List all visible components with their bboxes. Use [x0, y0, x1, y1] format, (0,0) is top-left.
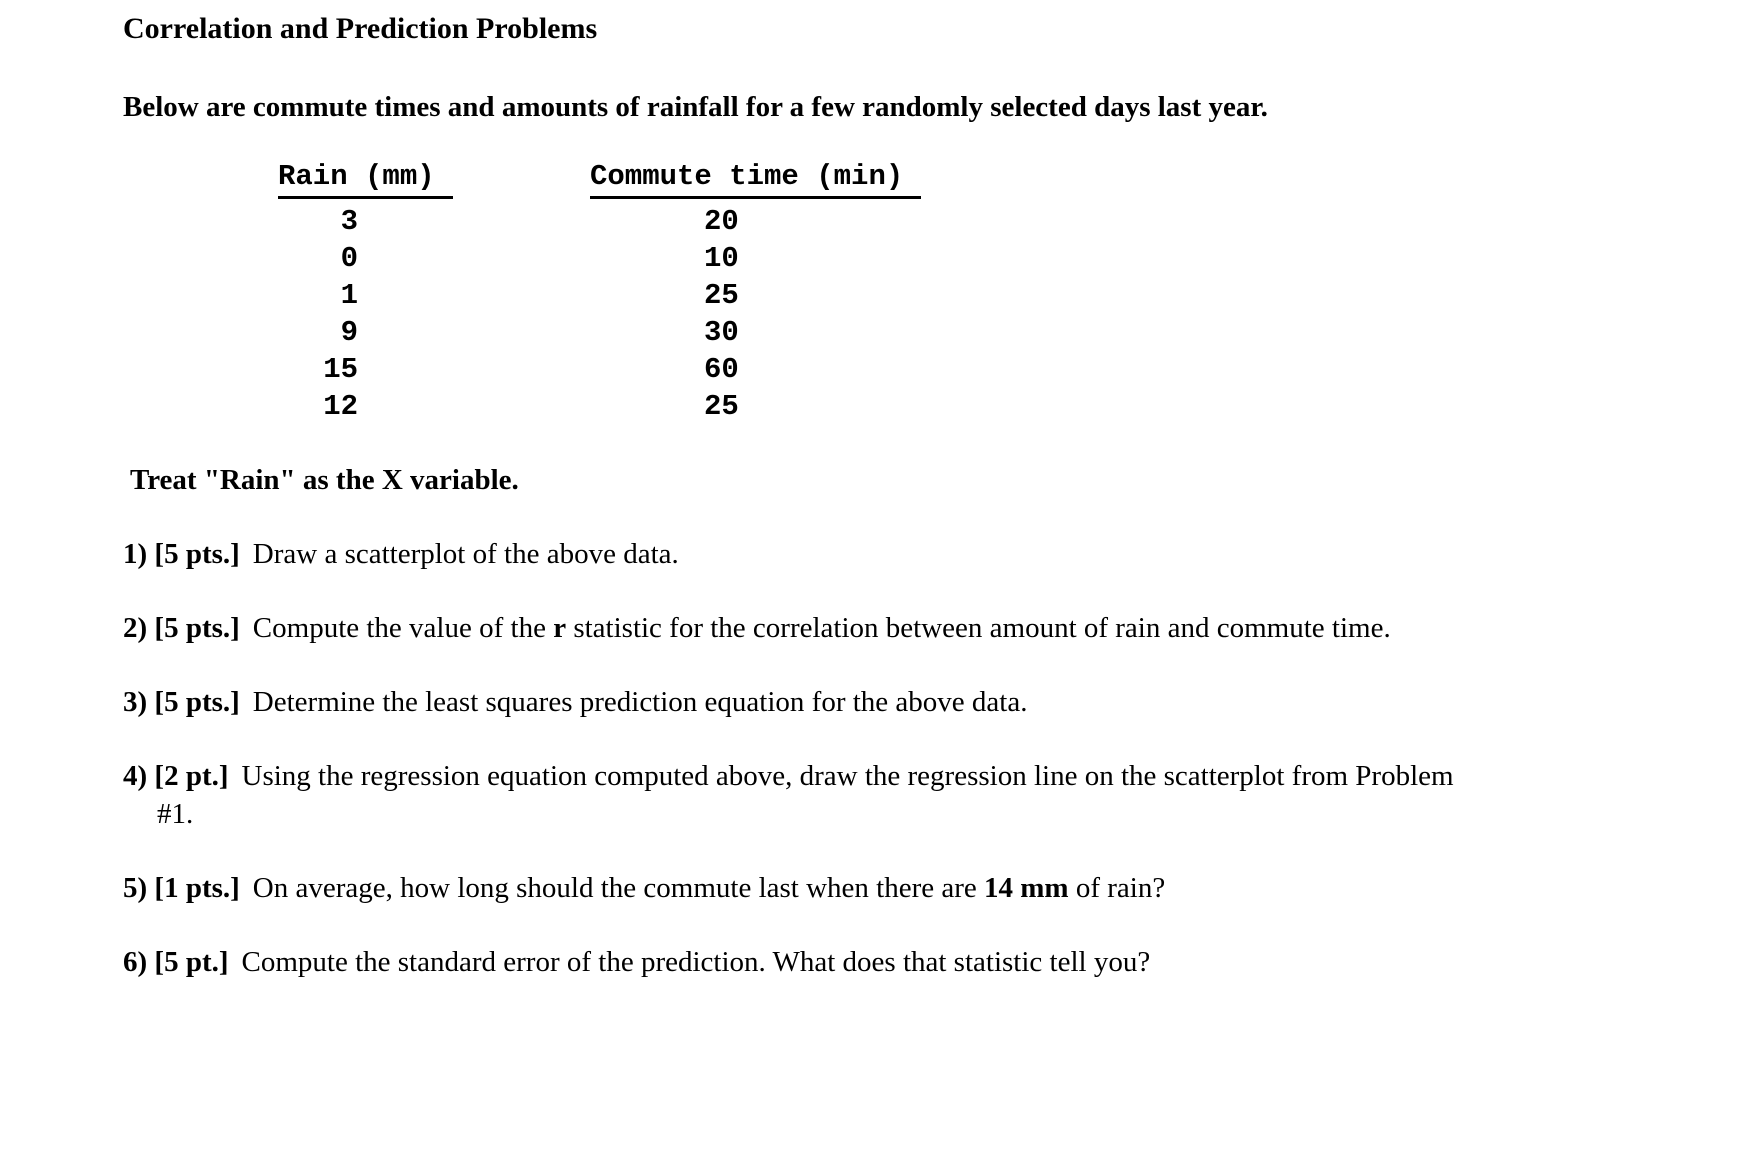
problem-6: 6) [5 pt.] Compute the standard error of … — [123, 943, 1468, 981]
rain-value: 15 — [323, 353, 358, 386]
problem-4-text: Using the regression equation computed a… — [157, 760, 1454, 830]
problem-3-text: Determine the least squares prediction e… — [252, 686, 1028, 718]
problem-2: 2) [5 pts.] Compute the value of the r st… — [123, 612, 1391, 644]
commute-value: 30 — [704, 316, 739, 349]
rain-value: 12 — [323, 390, 358, 423]
problem-5-text: On average, how long should the commute … — [252, 872, 985, 904]
table-row: 0 10 — [278, 240, 1468, 277]
commute-value: 60 — [704, 353, 739, 386]
rain-value: 0 — [340, 242, 358, 275]
problem-2-label: 2) [5 pts.] — [123, 612, 240, 644]
rain-value: 3 — [340, 205, 358, 238]
rain-column-header: Rain (mm) — [278, 158, 453, 199]
table-row: 1 25 — [278, 277, 1468, 314]
commute-header-cell: Commute time (min) — [590, 158, 922, 199]
problem-3: 3) [5 pts.] Determine the least squares p… — [123, 683, 1468, 721]
problem-1: 1) [5 pts.] Draw a scatterplot of the abo… — [123, 535, 1468, 573]
commute-value: 25 — [704, 390, 739, 423]
commute-value: 10 — [704, 242, 739, 275]
problem-5: 5) [1 pts.] On average, how long should t… — [123, 872, 1166, 904]
table-row: 12 25 — [278, 388, 1468, 425]
problem-4: 4) [2 pt.] Using the regression equation … — [123, 757, 1468, 833]
rain-value: 9 — [340, 316, 358, 349]
intro-text: Below are commute times and amounts of r… — [123, 91, 1268, 123]
page-title: Correlation and Prediction Problems — [123, 12, 598, 45]
problem-4-label: 4) [2 pt.] — [123, 760, 229, 792]
table-row: 15 60 — [278, 351, 1468, 388]
data-table: Rain (mm) Commute time (min) 3 20 0 10 1… — [278, 158, 1468, 425]
table-row: 9 30 — [278, 314, 1468, 351]
commute-value: 20 — [704, 205, 739, 238]
problem-6-text: Compute the standard error of the predic… — [241, 946, 1151, 978]
table-header-row: Rain (mm) Commute time (min) — [278, 158, 1468, 199]
table-row: 3 20 — [278, 203, 1468, 240]
problem-5-label: 5) [1 pts.] — [123, 872, 240, 904]
rain-value: 1 — [340, 279, 358, 312]
x-variable-note: Treat "Rain" as the X variable. — [130, 464, 519, 496]
problem-6-label: 6) [5 pt.] — [123, 946, 229, 978]
problem-1-text: Draw a scatterplot of the above data. — [252, 538, 679, 570]
commute-value: 25 — [704, 279, 739, 312]
commute-column-header: Commute time (min) — [590, 158, 922, 199]
worksheet-content: Correlation and Prediction Problems Belo… — [123, 12, 1468, 981]
problem-3-label: 3) [5 pts.] — [123, 686, 240, 718]
problem-2-text: Compute the value of the — [252, 612, 554, 644]
rain-header-cell: Rain (mm) — [278, 158, 590, 199]
problem-1-label: 1) [5 pts.] — [123, 538, 240, 570]
